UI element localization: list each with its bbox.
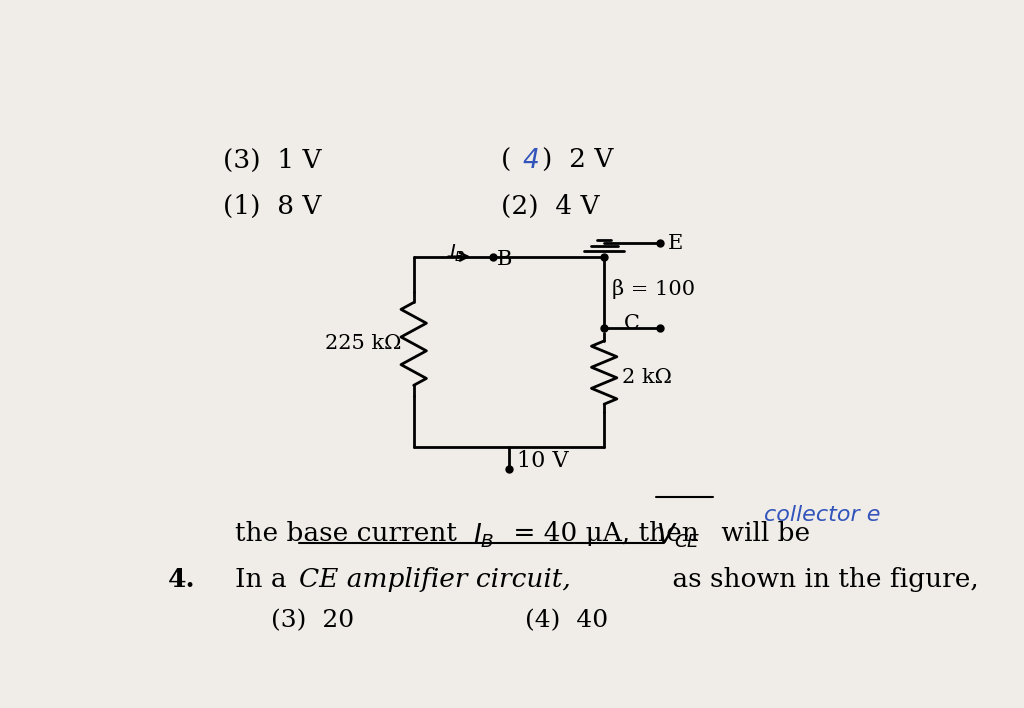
Text: 2 kΩ: 2 kΩ [622,368,672,387]
Text: E: E [668,234,683,253]
Text: $I_B$: $I_B$ [473,521,495,549]
Text: β = 100: β = 100 [612,280,695,299]
Text: In a: In a [236,567,295,593]
Text: 10 V: 10 V [517,450,568,472]
Text: will be: will be [713,521,810,546]
Text: collector e: collector e [764,505,881,525]
Text: (: ( [501,148,511,173]
Text: (3)  20: (3) 20 [270,610,354,632]
Text: (1)  8 V: (1) 8 V [223,194,322,219]
Text: CE amplifier circuit,: CE amplifier circuit, [299,567,570,593]
Text: (3)  1 V: (3) 1 V [223,148,322,173]
Text: (4)  40: (4) 40 [524,610,608,632]
Text: = 40 μA, then: = 40 μA, then [505,521,708,546]
Text: the base current: the base current [236,521,465,546]
Text: 4.: 4. [168,567,196,593]
Text: )  2 V: ) 2 V [543,148,613,173]
Text: $I_B$: $I_B$ [450,243,466,264]
Text: B: B [497,250,512,269]
Text: C: C [624,314,640,333]
Text: as shown in the figure,: as shown in the figure, [664,567,978,593]
Text: 225 kΩ: 225 kΩ [326,334,401,353]
Text: 4: 4 [522,148,540,173]
Text: (2)  4 V: (2) 4 V [501,194,599,219]
Text: $V_{CE}$: $V_{CE}$ [655,521,700,549]
